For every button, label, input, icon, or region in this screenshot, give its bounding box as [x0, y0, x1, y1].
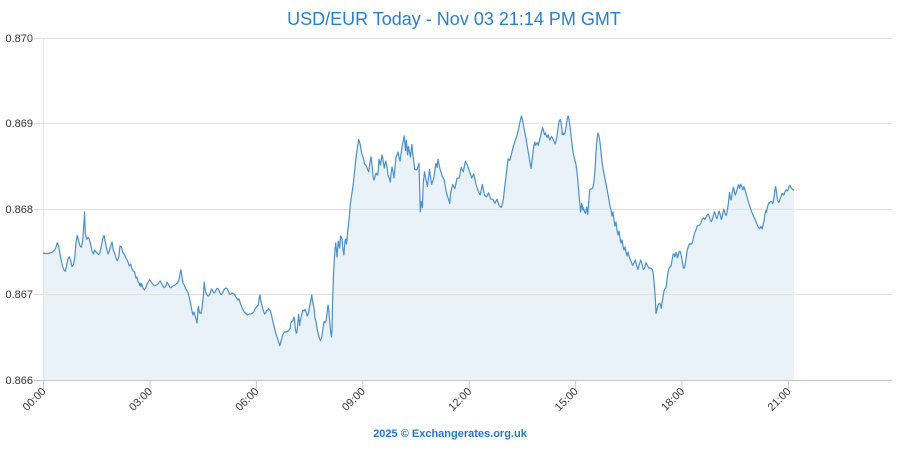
svg-text:0.869: 0.869	[5, 118, 33, 130]
svg-text:USD/EUR Today - Nov 03 21:14 P: USD/EUR Today - Nov 03 21:14 PM GMT	[287, 9, 621, 29]
svg-text:0.867: 0.867	[5, 289, 33, 301]
svg-text:0.866: 0.866	[5, 375, 33, 387]
svg-text:0.870: 0.870	[5, 33, 33, 45]
svg-text:0.868: 0.868	[5, 204, 33, 216]
svg-text:2025 © Exchangerates.org.uk: 2025 © Exchangerates.org.uk	[373, 428, 528, 440]
